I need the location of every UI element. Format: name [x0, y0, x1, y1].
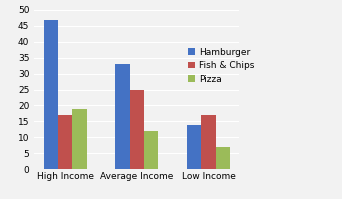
Bar: [201, 115, 216, 169]
Bar: [187, 125, 201, 169]
Bar: [144, 131, 158, 169]
Bar: [72, 109, 87, 169]
Bar: [130, 90, 144, 169]
Bar: [115, 64, 130, 169]
Bar: [58, 115, 72, 169]
Bar: [43, 20, 58, 169]
Bar: [216, 147, 230, 169]
Legend: Hamburger, Fish & Chips, Pizza: Hamburger, Fish & Chips, Pizza: [186, 46, 256, 86]
